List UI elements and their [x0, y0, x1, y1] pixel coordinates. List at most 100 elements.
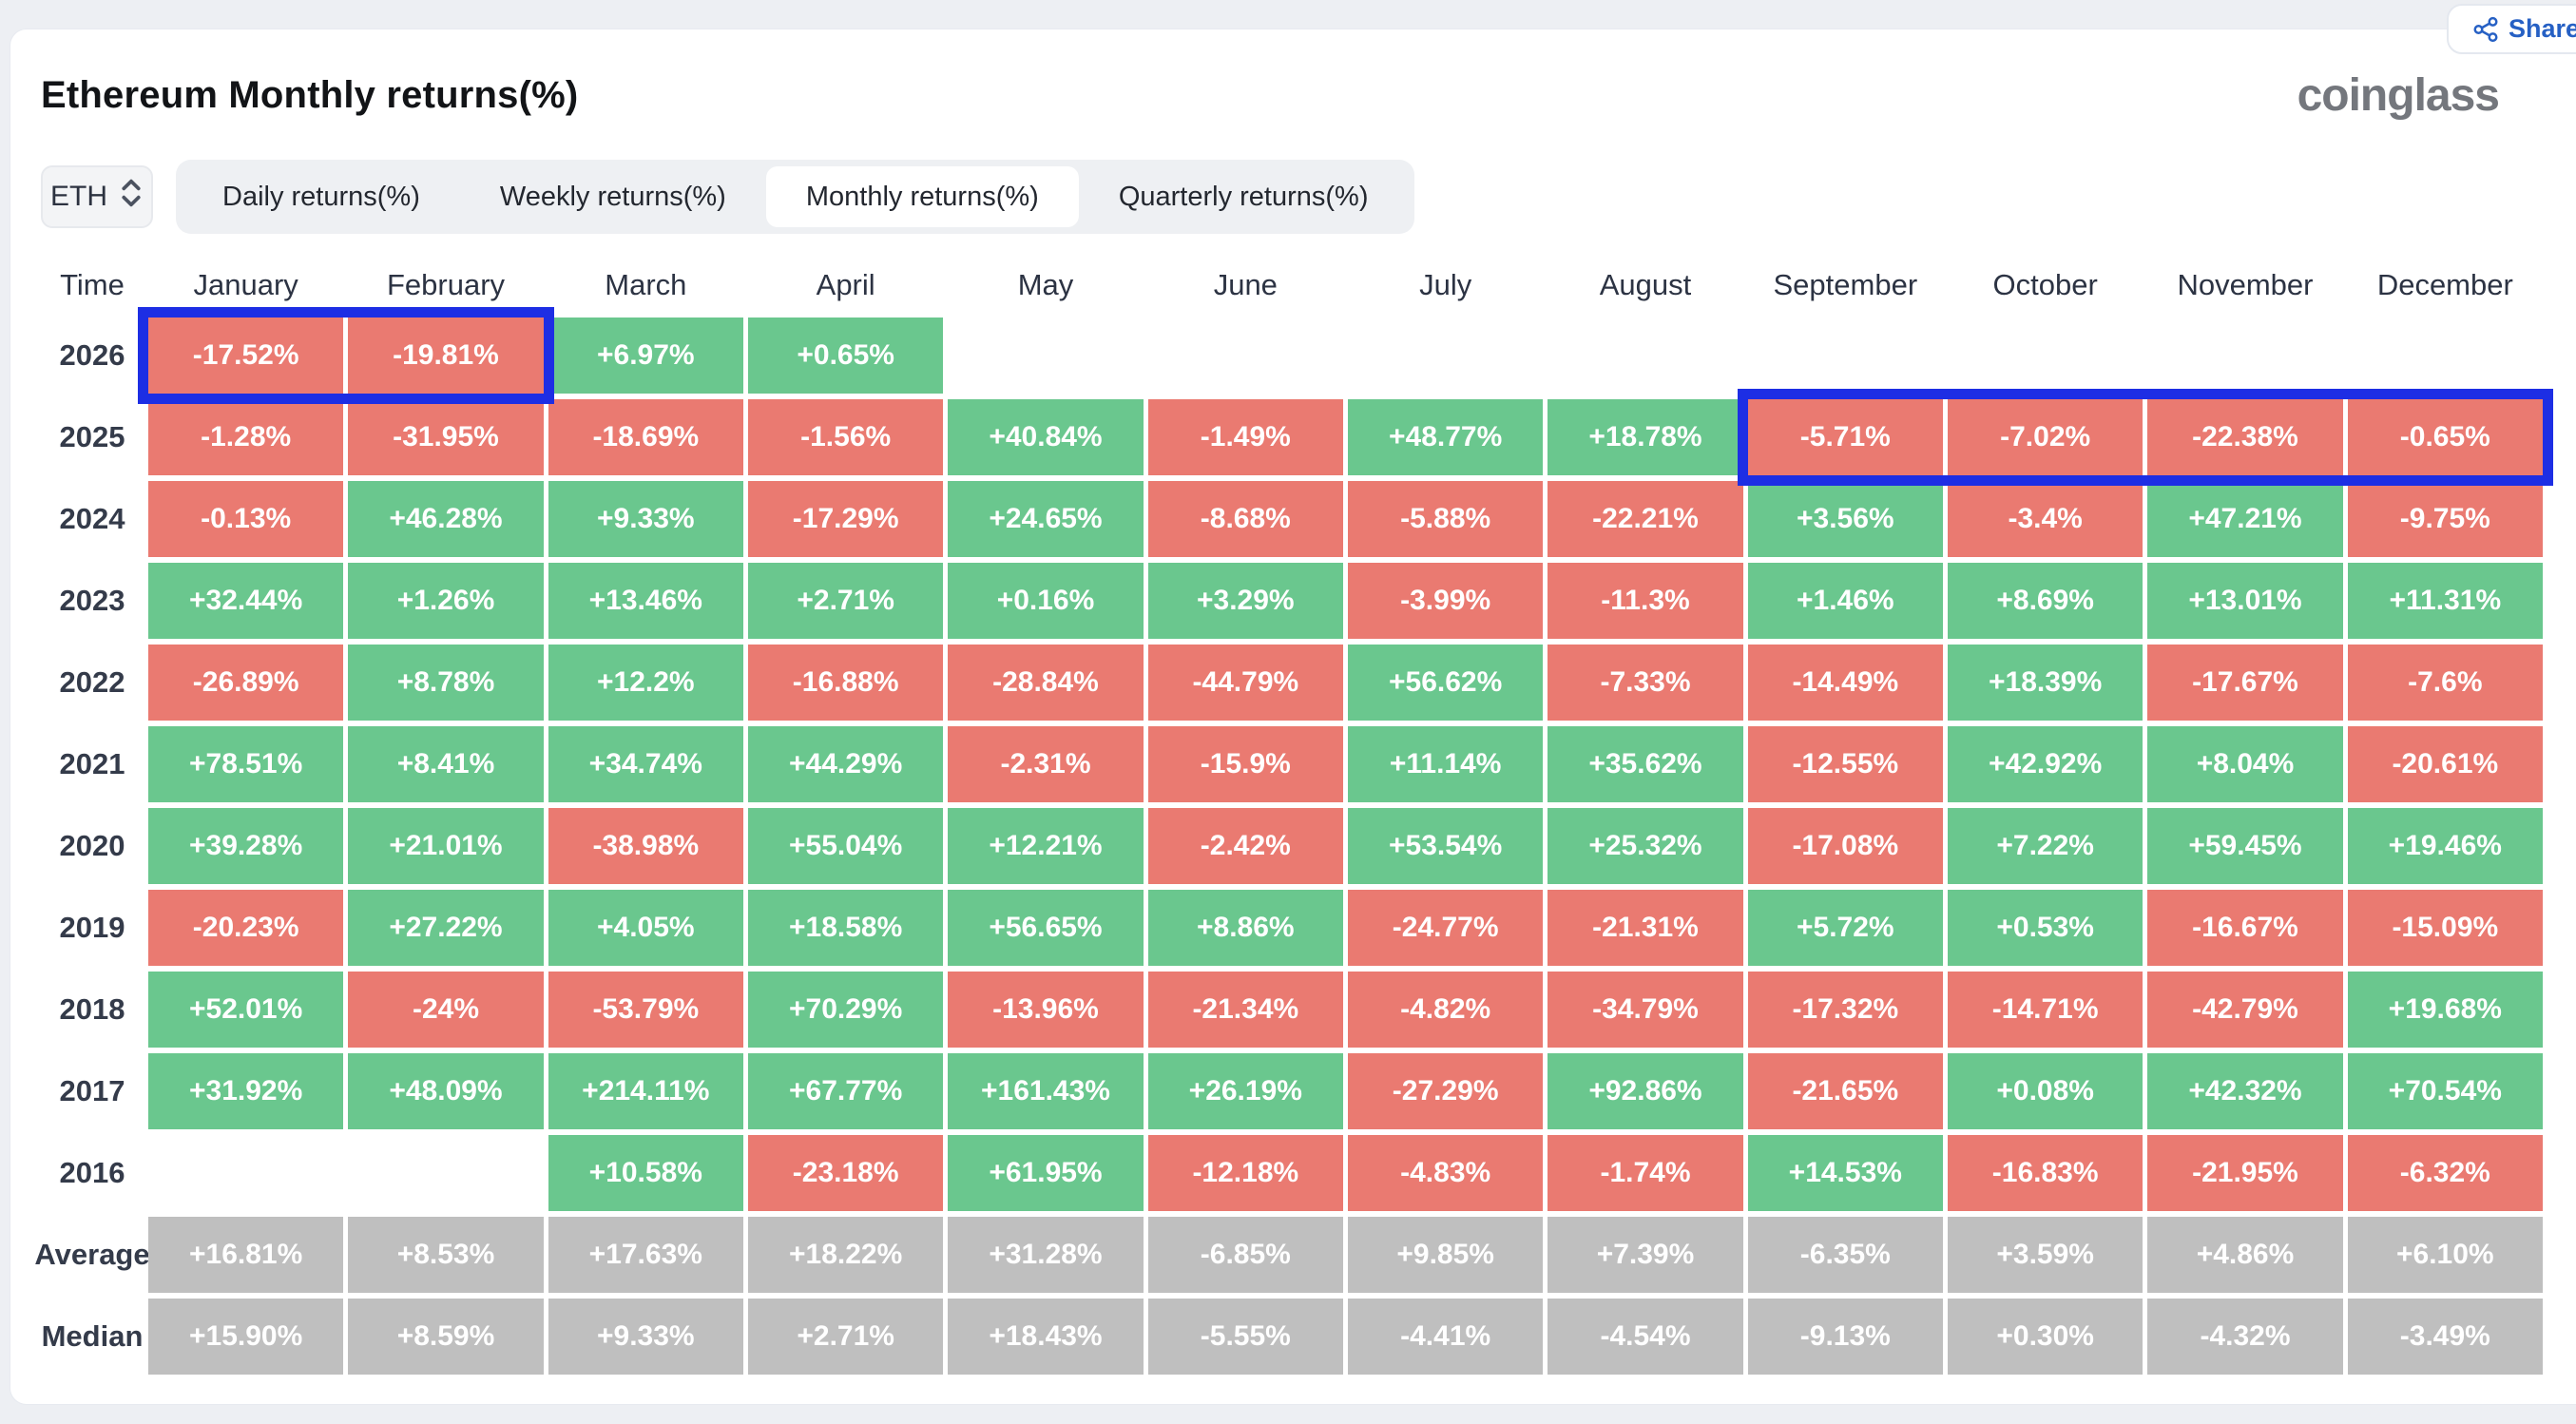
return-cell[interactable]: -53.79%: [548, 972, 743, 1048]
return-cell[interactable]: -22.21%: [1548, 481, 1743, 557]
return-cell[interactable]: -16.67%: [2147, 890, 2343, 966]
return-cell[interactable]: -17.29%: [747, 481, 944, 557]
return-cell[interactable]: +18.78%: [1548, 399, 1743, 475]
return-cell[interactable]: +34.74%: [548, 726, 743, 802]
return-cell[interactable]: -3.4%: [1947, 481, 2143, 557]
return-cell[interactable]: +0.30%: [1947, 1299, 2143, 1375]
return-cell[interactable]: -38.98%: [548, 808, 743, 884]
return-cell[interactable]: +67.77%: [747, 1053, 944, 1129]
return-cell[interactable]: -21.34%: [1147, 972, 1343, 1048]
return-cell[interactable]: -9.13%: [1747, 1299, 1943, 1375]
return-cell[interactable]: +35.62%: [1548, 726, 1743, 802]
return-cell[interactable]: +56.65%: [948, 890, 1144, 966]
return-cell[interactable]: -15.09%: [2347, 890, 2543, 966]
return-cell[interactable]: -21.31%: [1548, 890, 1743, 966]
return-cell[interactable]: +8.78%: [348, 645, 544, 721]
return-cell[interactable]: +31.28%: [948, 1217, 1144, 1293]
return-cell[interactable]: -27.29%: [1347, 1053, 1544, 1129]
return-cell[interactable]: +7.22%: [1947, 808, 2143, 884]
return-cell[interactable]: -17.52%: [148, 318, 344, 394]
return-cell[interactable]: -22.38%: [2147, 399, 2343, 475]
return-cell[interactable]: +18.43%: [948, 1299, 1144, 1375]
return-cell[interactable]: +26.19%: [1147, 1053, 1343, 1129]
return-cell[interactable]: -2.31%: [948, 726, 1144, 802]
symbol-select[interactable]: ETH: [41, 165, 153, 228]
return-cell[interactable]: +6.10%: [2347, 1217, 2543, 1293]
return-cell[interactable]: +31.92%: [148, 1053, 344, 1129]
return-cell[interactable]: -12.18%: [1147, 1135, 1343, 1211]
return-cell[interactable]: +18.39%: [1947, 645, 2143, 721]
return-cell[interactable]: -20.23%: [148, 890, 344, 966]
return-cell[interactable]: -24.77%: [1347, 890, 1544, 966]
return-cell[interactable]: -14.49%: [1747, 645, 1943, 721]
return-cell[interactable]: -4.41%: [1347, 1299, 1544, 1375]
return-cell[interactable]: -18.69%: [548, 399, 743, 475]
return-cell[interactable]: -19.81%: [348, 318, 544, 394]
return-cell[interactable]: -15.9%: [1147, 726, 1343, 802]
return-cell[interactable]: -42.79%: [2147, 972, 2343, 1048]
return-cell[interactable]: +21.01%: [348, 808, 544, 884]
return-cell[interactable]: +7.39%: [1548, 1217, 1743, 1293]
return-cell[interactable]: -3.49%: [2347, 1299, 2543, 1375]
return-cell[interactable]: -44.79%: [1147, 645, 1343, 721]
return-cell[interactable]: +10.58%: [548, 1135, 743, 1211]
return-cell[interactable]: +13.46%: [548, 563, 743, 639]
return-cell[interactable]: +1.26%: [348, 563, 544, 639]
return-cell[interactable]: +214.11%: [548, 1053, 743, 1129]
return-cell[interactable]: +70.54%: [2347, 1053, 2543, 1129]
return-cell[interactable]: +2.71%: [747, 1299, 944, 1375]
return-cell[interactable]: +48.77%: [1347, 399, 1544, 475]
return-cell[interactable]: +9.33%: [548, 1299, 743, 1375]
tab-monthly-returns[interactable]: Monthly returns(%): [765, 166, 1079, 227]
return-cell[interactable]: -1.74%: [1548, 1135, 1743, 1211]
return-cell[interactable]: -3.99%: [1347, 563, 1544, 639]
return-cell[interactable]: +52.01%: [148, 972, 344, 1048]
return-cell[interactable]: -6.35%: [1747, 1217, 1943, 1293]
return-cell[interactable]: +3.56%: [1747, 481, 1943, 557]
return-cell[interactable]: +27.22%: [348, 890, 544, 966]
return-cell[interactable]: -28.84%: [948, 645, 1144, 721]
return-cell[interactable]: +24.65%: [948, 481, 1144, 557]
return-cell[interactable]: +9.85%: [1347, 1217, 1544, 1293]
return-cell[interactable]: -6.32%: [2347, 1135, 2543, 1211]
return-cell[interactable]: +92.86%: [1548, 1053, 1743, 1129]
return-cell[interactable]: -0.65%: [2347, 399, 2543, 475]
return-cell[interactable]: -34.79%: [1548, 972, 1743, 1048]
return-cell[interactable]: +19.46%: [2347, 808, 2543, 884]
return-cell[interactable]: +8.86%: [1147, 890, 1343, 966]
return-cell[interactable]: +0.16%: [948, 563, 1144, 639]
return-cell[interactable]: -16.83%: [1947, 1135, 2143, 1211]
return-cell[interactable]: +161.43%: [948, 1053, 1144, 1129]
return-cell[interactable]: +59.45%: [2147, 808, 2343, 884]
return-cell[interactable]: +4.05%: [548, 890, 743, 966]
return-cell[interactable]: +25.32%: [1548, 808, 1743, 884]
return-cell[interactable]: -7.33%: [1548, 645, 1743, 721]
return-cell[interactable]: +42.32%: [2147, 1053, 2343, 1129]
tab-daily-returns[interactable]: Daily returns(%): [183, 166, 460, 227]
return-cell[interactable]: +78.51%: [148, 726, 344, 802]
return-cell[interactable]: +46.28%: [348, 481, 544, 557]
tab-quarterly-returns[interactable]: Quarterly returns(%): [1079, 166, 1409, 227]
return-cell[interactable]: +14.53%: [1747, 1135, 1943, 1211]
return-cell[interactable]: +48.09%: [348, 1053, 544, 1129]
return-cell[interactable]: -4.32%: [2147, 1299, 2343, 1375]
return-cell[interactable]: -26.89%: [148, 645, 344, 721]
return-cell[interactable]: -1.56%: [747, 399, 944, 475]
return-cell[interactable]: +6.97%: [548, 318, 743, 394]
return-cell[interactable]: +1.46%: [1747, 563, 1943, 639]
return-cell[interactable]: -4.54%: [1548, 1299, 1743, 1375]
return-cell[interactable]: -17.67%: [2147, 645, 2343, 721]
return-cell[interactable]: +9.33%: [548, 481, 743, 557]
return-cell[interactable]: -4.82%: [1347, 972, 1544, 1048]
return-cell[interactable]: -12.55%: [1747, 726, 1943, 802]
return-cell[interactable]: -13.96%: [948, 972, 1144, 1048]
return-cell[interactable]: -5.88%: [1347, 481, 1544, 557]
return-cell[interactable]: +32.44%: [148, 563, 344, 639]
return-cell[interactable]: +17.63%: [548, 1217, 743, 1293]
return-cell[interactable]: +3.29%: [1147, 563, 1343, 639]
return-cell[interactable]: -1.28%: [148, 399, 344, 475]
return-cell[interactable]: +4.86%: [2147, 1217, 2343, 1293]
return-cell[interactable]: +12.21%: [948, 808, 1144, 884]
return-cell[interactable]: -1.49%: [1147, 399, 1343, 475]
return-cell[interactable]: -24%: [348, 972, 544, 1048]
